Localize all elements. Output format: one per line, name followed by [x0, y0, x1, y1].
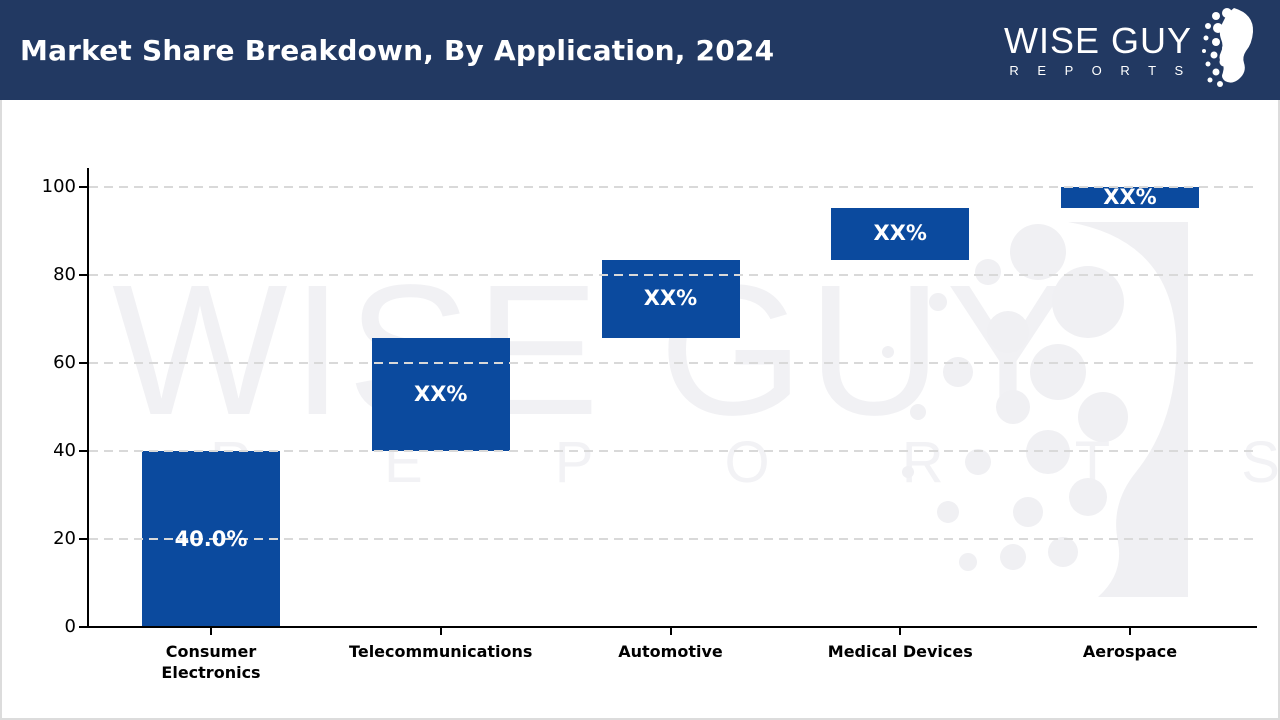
x-tick-3 [899, 628, 902, 635]
bar-value-label: XX% [414, 381, 468, 406]
bar-value-label: XX% [873, 221, 927, 246]
header-bar: Market Share Breakdown, By Application, … [0, 0, 1280, 100]
x-tick-2 [669, 628, 672, 635]
bar-telecommunications [371, 337, 510, 451]
page-title: Market Share Breakdown, By Application, … [20, 33, 775, 67]
bar-medical-devices [831, 208, 970, 261]
bar-value-label: XX% [643, 286, 698, 311]
x-category-label: Medical Devices [827, 642, 973, 661]
gridline-100 [89, 186, 1256, 188]
y-tick-60 [79, 362, 87, 364]
gridline-80 [89, 274, 1256, 276]
wise-guy-logo: WISE GUY R E P O R T S [1004, 6, 1258, 94]
gridline-40 [89, 450, 1256, 452]
y-tick-label-60: 60 [53, 352, 76, 373]
y-tick-label-40: 40 [53, 440, 76, 461]
gridline-60 [89, 362, 1256, 364]
y-tick-20 [79, 538, 87, 540]
x-category-label: Automotive [618, 642, 723, 661]
bar-automotive [601, 260, 740, 338]
y-tick-label-0: 0 [64, 616, 76, 637]
gridline-20 [89, 538, 1256, 540]
logo-wordmark: WISE GUY [1003, 19, 1192, 61]
y-tick-0 [79, 626, 87, 628]
bar-value-label: XX% [1103, 185, 1157, 209]
y-tick-80 [79, 274, 87, 276]
x-tick-4 [1129, 628, 1131, 635]
logo-subtitle: R E P O R T S [1009, 62, 1191, 78]
x-tick-0 [210, 628, 212, 635]
watermark-head-icon [758, 212, 1188, 601]
x-tick-1 [439, 628, 442, 635]
y-axis-spine [87, 168, 89, 628]
y-tick-label-20: 20 [53, 528, 76, 549]
y-tick-40 [79, 450, 87, 452]
logo-head-icon [1194, 6, 1258, 94]
bar-aerospace [1061, 187, 1199, 209]
y-tick-label-80: 80 [53, 264, 76, 285]
logo-text: WISE GUY R E P O R T S [1003, 19, 1192, 78]
chart-body-frame [0, 100, 1280, 720]
y-tick-label-100: 100 [41, 176, 76, 197]
x-category-label: Aerospace [1082, 642, 1178, 661]
x-axis-spine [86, 626, 1257, 628]
y-tick-100 [79, 186, 87, 188]
x-category-label: Telecommunications [349, 642, 533, 661]
bar-value-label: 40.0% [174, 527, 248, 551]
x-category-label: Consumer Electronics [161, 642, 261, 682]
